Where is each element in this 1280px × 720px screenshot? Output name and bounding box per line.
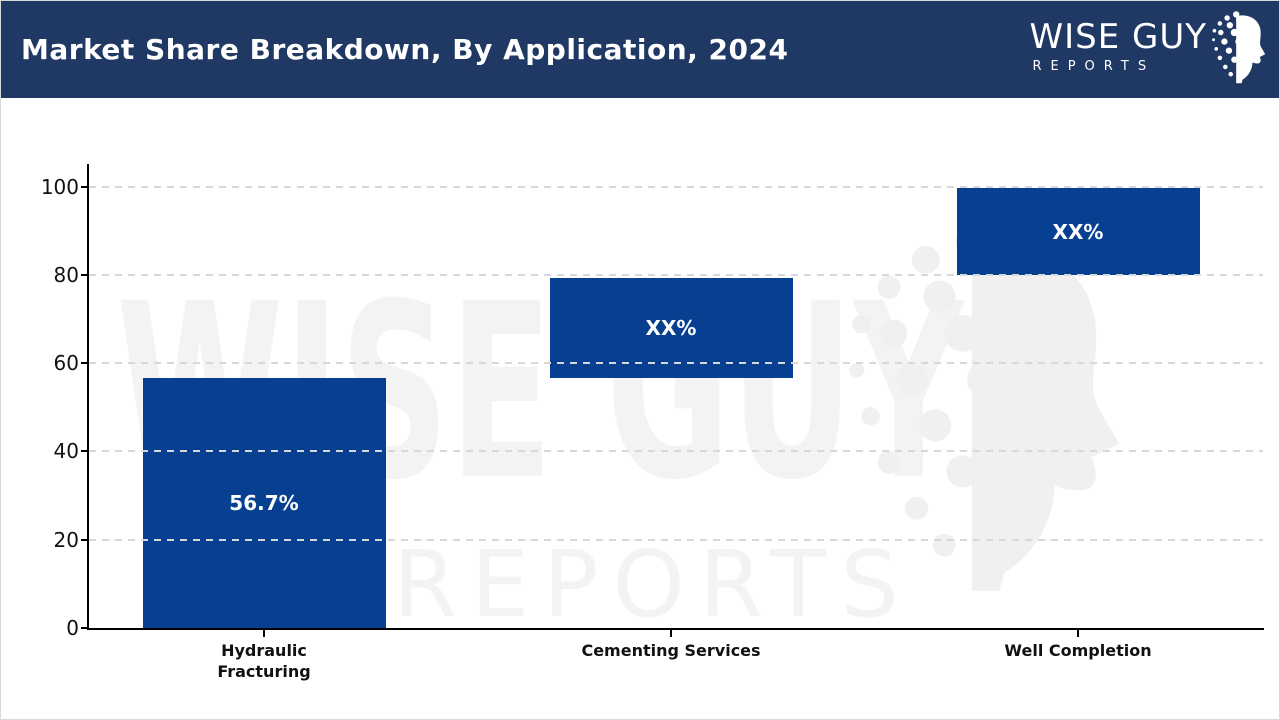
y-tick-label-40: 40 [53,439,79,464]
y-axis-line [87,164,89,629]
bar-value-label: XX% [645,316,697,341]
bar-segment: XX% [956,188,1200,275]
bar-segment: XX% [549,278,793,378]
y-tick-label-60: 60 [53,351,79,376]
report-title: Market Share Breakdown, By Application, … [21,33,789,66]
x-tick [263,630,265,637]
x-axis-line [87,628,1264,630]
x-category-label: Hydraulic Fracturing [217,641,311,681]
y-tick-80 [81,273,87,276]
y-tick-label-80: 80 [53,262,79,287]
x-tick [670,630,672,637]
gridline-80 [89,273,1263,276]
logo-wordmark: WISE GUY [1029,17,1207,58]
bar-value-label: 56.7% [229,490,299,515]
y-tick-40 [81,450,87,453]
y-tick-100 [81,185,87,188]
gridline-100 [89,185,1263,188]
wiseguy-face-logo-icon [1212,11,1266,84]
logo-subtext: REPORTS [1032,58,1156,74]
y-tick-label-20: 20 [53,527,79,552]
x-tick [1077,630,1079,637]
y-tick-label-100: 100 [40,174,79,199]
bar-segment: 56.7% [142,377,386,628]
x-category-label: Well Completion [1004,641,1152,660]
x-category-label: Cementing Services [581,641,761,660]
y-tick-label-0: 0 [66,616,79,640]
wiseguy-logo: WISE GUY REPORTS [1029,7,1267,87]
gridline-40 [89,450,1263,453]
y-tick-20 [81,538,87,541]
y-tick-0 [81,627,87,629]
gridline-20 [89,538,1263,541]
report-header: Market Share Breakdown, By Application, … [1,1,1279,98]
bar-value-label: XX% [1052,219,1104,244]
y-tick-60 [81,362,87,365]
gridline-60 [89,362,1263,365]
